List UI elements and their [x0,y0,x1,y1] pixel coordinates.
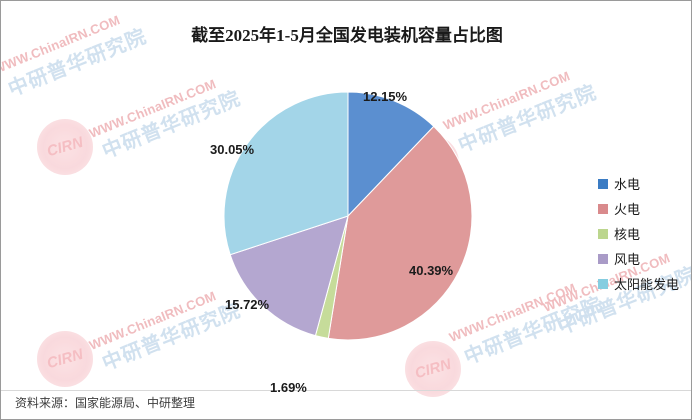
slice-value-label: 15.72% [225,297,270,312]
legend-item[interactable]: 火电 [598,196,679,221]
cirn-logo-watermark [37,331,93,387]
legend-item[interactable]: 核电 [598,221,679,246]
cirn-logo-watermark [37,119,93,175]
watermark-cn-text: 中研普华研究院 [461,293,606,369]
cirn-logo-watermark [405,341,461,397]
legend-item-label: 风电 [614,252,641,267]
pie-slice[interactable] [229,215,349,337]
legend-item-label: 水电 [614,177,641,192]
watermark-cn-text: 中研普华研究院 [455,81,600,157]
legend-swatch-icon [598,228,608,239]
watermark-url-text: WWW.ChinaIRN.COM [87,76,219,141]
legend-item[interactable]: 太阳能发电 [598,271,679,296]
slice-value-label: 40.39% [409,263,454,278]
legend-item-label: 太阳能发电 [614,277,680,292]
pie-slice[interactable] [223,91,349,256]
legend-item-label: 核电 [614,227,641,242]
slice-value-label: 1.69% [270,380,307,395]
legend-swatch-icon [598,178,608,189]
slice-value-label: 12.15% [363,89,408,104]
legend-item-label: 火电 [614,202,641,217]
legend-item[interactable]: 水电 [598,171,679,196]
legend-item[interactable]: 风电 [598,246,679,271]
legend-swatch-icon [598,253,608,264]
slice-value-label: 30.05% [210,142,255,157]
legend-swatch-icon [598,203,608,214]
footer-divider [1,390,691,391]
legend-swatch-icon [598,278,608,289]
watermark-url-text: WWW.ChinaIRN.COM [87,288,219,353]
chart-title: 截至2025年1-5月全国发电装机容量占比图 [191,26,503,45]
source-note: 资料来源：国家能源局、中研整理 [15,396,196,410]
pie-slice[interactable] [347,91,435,218]
chart-legend: 水电火电核电风电太阳能发电 [598,171,679,296]
